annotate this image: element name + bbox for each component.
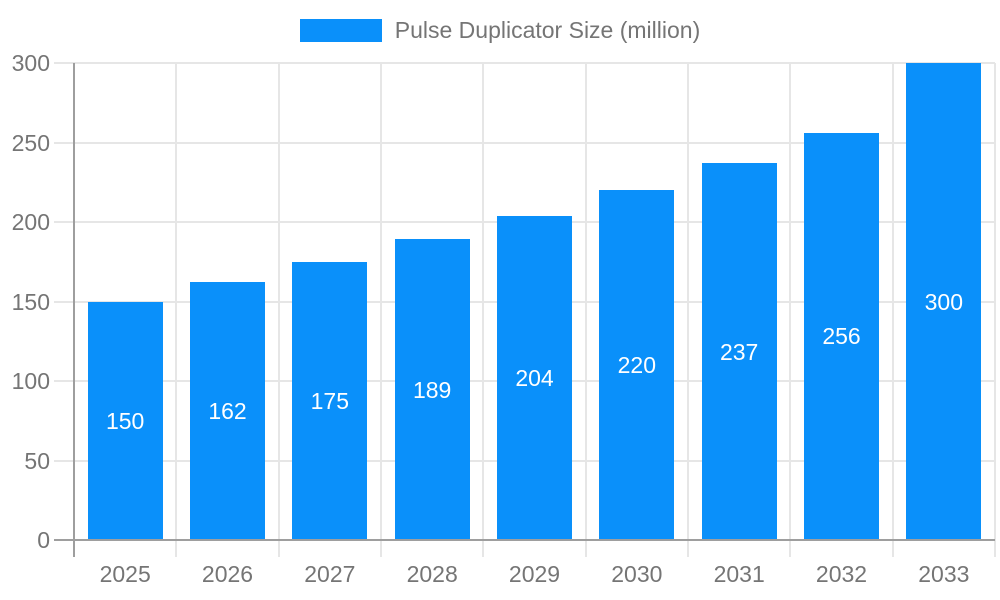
bar-value-label: 175	[310, 387, 350, 414]
x-axis-tick-label: 2030	[611, 561, 663, 587]
bar[interactable]	[190, 282, 265, 540]
x-axis-tick-label: 2033	[918, 561, 970, 587]
x-axis-tick	[891, 540, 894, 557]
bar[interactable]	[292, 261, 368, 540]
bar-value-label: 162	[208, 398, 247, 425]
legend: Pulse Duplicator Size (million)	[0, 17, 1000, 43]
y-axis-tick-label: 0	[37, 527, 50, 553]
bar[interactable]	[87, 301, 163, 540]
bar-value-label: 300	[924, 288, 964, 315]
x-gridline	[789, 63, 792, 540]
y-gridline	[54, 62, 995, 64]
bar-value-label: 237	[719, 338, 759, 365]
x-gridline	[380, 63, 382, 540]
bar[interactable]	[599, 190, 675, 540]
x-gridline	[584, 63, 587, 540]
x-gridline	[891, 63, 894, 540]
y-axis-tick-label: 200	[11, 209, 50, 235]
x-gridline	[175, 63, 178, 540]
y-axis-tick-label: 300	[11, 50, 50, 76]
y-axis-tick-label: 100	[11, 368, 50, 394]
bar[interactable]	[701, 163, 777, 540]
bar-value-label: 220	[617, 352, 657, 379]
bar-value-label: 256	[822, 323, 861, 350]
y-gridline	[54, 141, 995, 144]
bar-value-label: 189	[412, 376, 452, 403]
x-axis-tick-label: 2028	[406, 561, 458, 587]
bar[interactable]	[906, 63, 982, 540]
y-axis-line	[73, 63, 75, 557]
x-axis-tick-label: 2031	[713, 561, 765, 587]
y-axis-tick-label: 250	[11, 129, 50, 156]
x-axis-tick-label: 2026	[201, 561, 254, 587]
x-axis-tick-label: 2025	[99, 561, 151, 587]
x-gridline	[994, 63, 996, 540]
x-axis-tick	[789, 540, 792, 557]
x-axis-line	[54, 539, 995, 541]
x-axis-tick	[687, 540, 689, 557]
bar-value-label: 204	[515, 364, 554, 391]
x-axis-tick-label: 2032	[815, 561, 868, 587]
bar[interactable]	[394, 239, 470, 540]
x-gridline	[687, 63, 689, 540]
x-axis-tick	[994, 540, 996, 557]
x-axis-tick	[175, 540, 178, 557]
x-axis-tick	[380, 540, 382, 557]
bar[interactable]	[497, 215, 572, 540]
x-axis-tick	[277, 540, 280, 557]
x-axis-tick-label: 2027	[304, 561, 356, 587]
y-axis-tick-label: 150	[11, 288, 50, 315]
bar-value-label: 150	[105, 407, 145, 434]
x-axis-tick	[584, 540, 587, 557]
legend-swatch-icon	[299, 18, 382, 42]
bar[interactable]	[804, 132, 879, 540]
legend-label: Pulse Duplicator Size (million)	[394, 17, 701, 43]
x-axis-tick	[482, 540, 485, 557]
x-axis-tick-label: 2029	[508, 561, 561, 587]
x-gridline	[277, 63, 280, 540]
legend-item[interactable]: Pulse Duplicator Size (million)	[299, 17, 701, 43]
x-gridline	[482, 63, 485, 540]
y-axis-tick-label: 50	[24, 447, 50, 474]
